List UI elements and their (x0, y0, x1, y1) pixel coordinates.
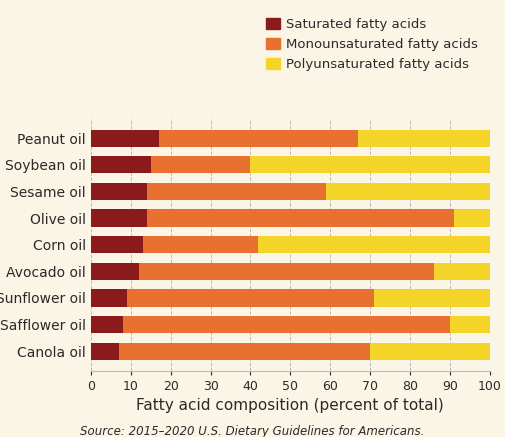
Legend: Saturated fatty acids, Monounsaturated fatty acids, Polyunsaturated fatty acids: Saturated fatty acids, Monounsaturated f… (261, 13, 483, 76)
Bar (119, 343, 370, 360)
Bar (91, 289, 127, 307)
Bar (454, 209, 490, 227)
Bar (147, 209, 454, 227)
Bar (139, 263, 434, 280)
Bar (127, 289, 374, 307)
Bar (250, 156, 490, 173)
Bar (91, 316, 123, 333)
Bar (91, 263, 139, 280)
Text: Source: 2015–2020 U.S. Dietary Guidelines for Americans.: Source: 2015–2020 U.S. Dietary Guideline… (80, 425, 425, 437)
Bar (91, 236, 143, 253)
Bar (259, 236, 490, 253)
Bar (370, 343, 490, 360)
Bar (91, 129, 159, 147)
Bar (143, 236, 259, 253)
Bar (434, 263, 490, 280)
Bar (326, 183, 490, 200)
Bar (123, 316, 450, 333)
Bar (91, 209, 147, 227)
Bar (159, 129, 358, 147)
Bar (374, 289, 490, 307)
Bar (151, 156, 250, 173)
Bar (91, 183, 147, 200)
X-axis label: Fatty acid composition (percent of total): Fatty acid composition (percent of total… (136, 398, 444, 413)
Bar (358, 129, 490, 147)
Bar (147, 183, 326, 200)
Bar (91, 156, 151, 173)
Bar (450, 316, 490, 333)
Bar (91, 343, 119, 360)
